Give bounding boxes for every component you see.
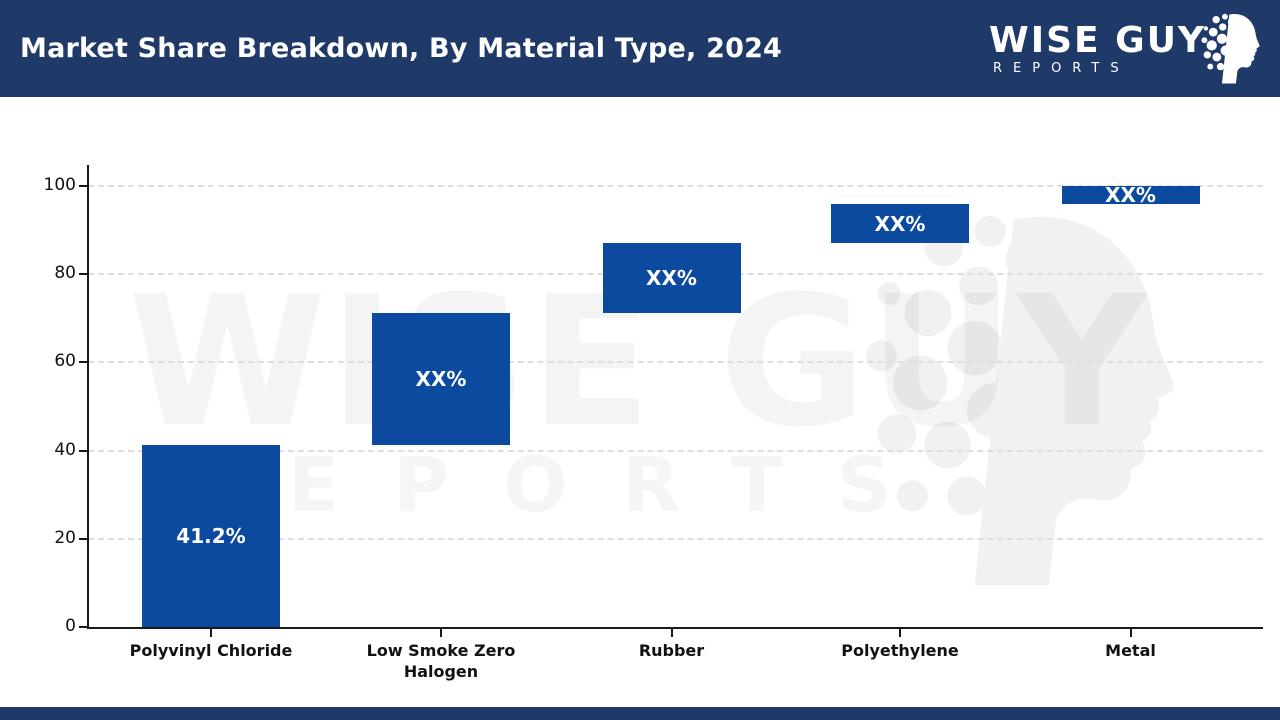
gridline-40 (88, 449, 1263, 452)
y-tick-label: 100 (43, 175, 76, 195)
y-tick-label: 60 (54, 351, 76, 372)
y-axis (87, 165, 89, 629)
y-tick-mark (79, 361, 88, 364)
y-tick-label: 80 (54, 263, 76, 284)
gridline-100 (88, 185, 1263, 187)
wiseguy-logo: WISE GUY REPORTS (989, 9, 1266, 89)
bar-value-label: XX% (1105, 183, 1156, 208)
y-tick-mark (79, 626, 88, 628)
x-tick-mark (1129, 629, 1132, 637)
bar-segment: XX% (831, 204, 969, 244)
y-tick-label: 40 (54, 439, 76, 460)
logo-wordmark: WISE GUY (988, 19, 1206, 61)
x-category-label: Polyethylene (841, 641, 959, 660)
wiseguy-head-icon (1201, 13, 1260, 83)
logo-subtext: REPORTS (992, 60, 1130, 76)
bar-segment: XX% (602, 243, 741, 313)
x-tick-mark (899, 629, 901, 637)
header-band: Market Share Breakdown, By Material Type… (0, 0, 1280, 97)
y-tick-label: 0 (65, 616, 76, 636)
y-tick-label: 20 (54, 527, 76, 548)
x-tick-mark (440, 629, 442, 637)
y-tick-mark (79, 449, 88, 452)
bar-segment: 41.2% (142, 445, 280, 627)
y-tick-mark (79, 273, 88, 276)
bar-segment: XX% (1061, 183, 1200, 208)
bar-value-label: XX% (874, 211, 926, 236)
logo-text: WISE GUY REPORTS (988, 19, 1206, 76)
bar-value-label: 41.2% (176, 524, 246, 549)
x-category-label: Metal (1105, 641, 1156, 660)
bar-segment: XX% (372, 313, 510, 446)
y-tick-mark (79, 185, 88, 187)
x-category-label: Polyvinyl Chloride (129, 641, 293, 660)
x-category-label: Low Smoke Zero Halogen (366, 641, 516, 681)
bar-value-label: XX% (415, 367, 467, 392)
x-category-label: Rubber (638, 641, 705, 660)
gridline-20 (88, 537, 1263, 540)
x-tick-mark (670, 629, 673, 637)
x-tick-mark (210, 629, 212, 637)
chart-title: Market Share Breakdown, By Material Type… (20, 33, 783, 64)
x-axis (87, 627, 1263, 629)
footer-band (0, 707, 1280, 720)
gridline-60 (88, 361, 1263, 364)
y-tick-mark (79, 537, 88, 540)
bar-value-label: XX% (646, 266, 697, 291)
